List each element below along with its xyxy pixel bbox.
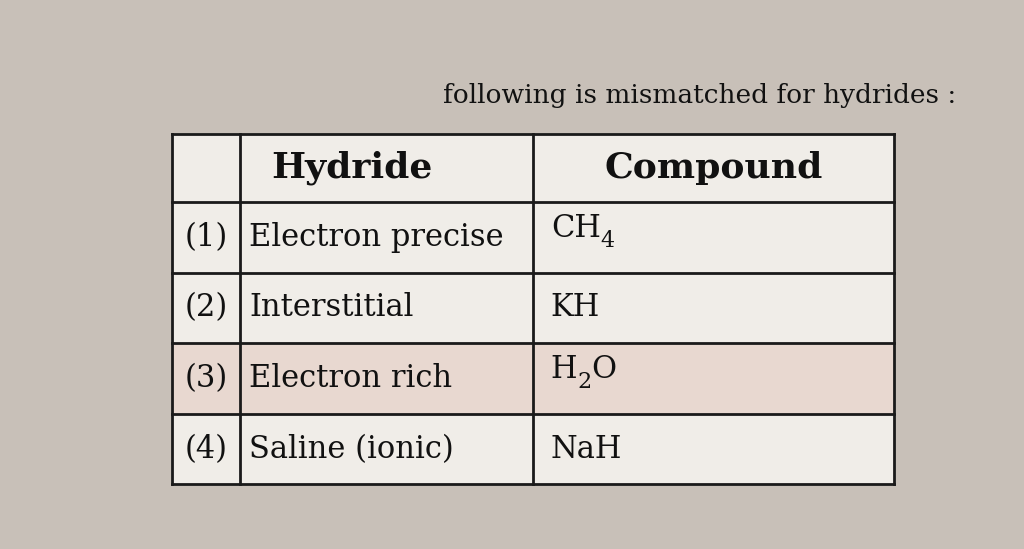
- Text: O: O: [592, 355, 616, 385]
- Text: Hydride: Hydride: [271, 150, 433, 185]
- Text: H: H: [551, 355, 578, 385]
- Text: 2: 2: [578, 371, 592, 393]
- Text: (1): (1): [184, 222, 227, 253]
- Text: (4): (4): [184, 434, 227, 464]
- Text: Interstitial: Interstitial: [249, 293, 414, 323]
- Bar: [172, 343, 894, 414]
- Text: following is mismatched for hydrides :: following is mismatched for hydrides :: [442, 83, 956, 108]
- Text: KH: KH: [551, 293, 600, 323]
- Text: (3): (3): [184, 363, 227, 394]
- Text: Compound: Compound: [604, 151, 822, 184]
- Text: NaH: NaH: [551, 434, 623, 464]
- Text: Saline (ionic): Saline (ionic): [249, 434, 454, 464]
- Text: Electron rich: Electron rich: [249, 363, 452, 394]
- Text: 4: 4: [601, 229, 614, 251]
- Text: (2): (2): [184, 293, 227, 323]
- Text: Electron precise: Electron precise: [249, 222, 504, 253]
- Bar: [172, 133, 894, 484]
- Text: CH: CH: [551, 213, 601, 244]
